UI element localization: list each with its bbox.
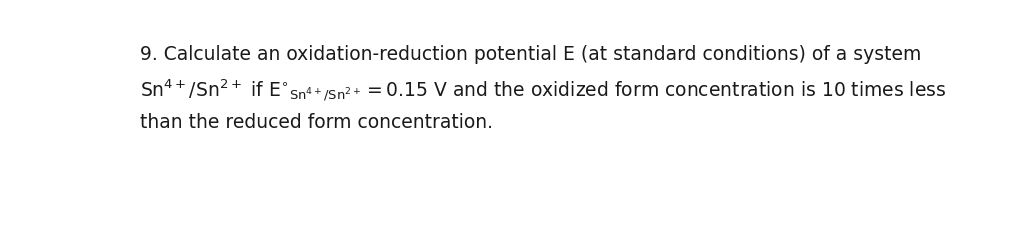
Text: 9. Calculate an oxidation-reduction potential E (at standard conditions) of a sy: 9. Calculate an oxidation-reduction pote…: [140, 45, 922, 64]
Text: $\mathregular{Sn}^{\mathregular{4+}}\mathregular{/Sn}^{\mathregular{2+}}$ if $\m: $\mathregular{Sn}^{\mathregular{4+}}\mat…: [140, 78, 946, 104]
Text: than the reduced form concentration.: than the reduced form concentration.: [140, 113, 493, 132]
